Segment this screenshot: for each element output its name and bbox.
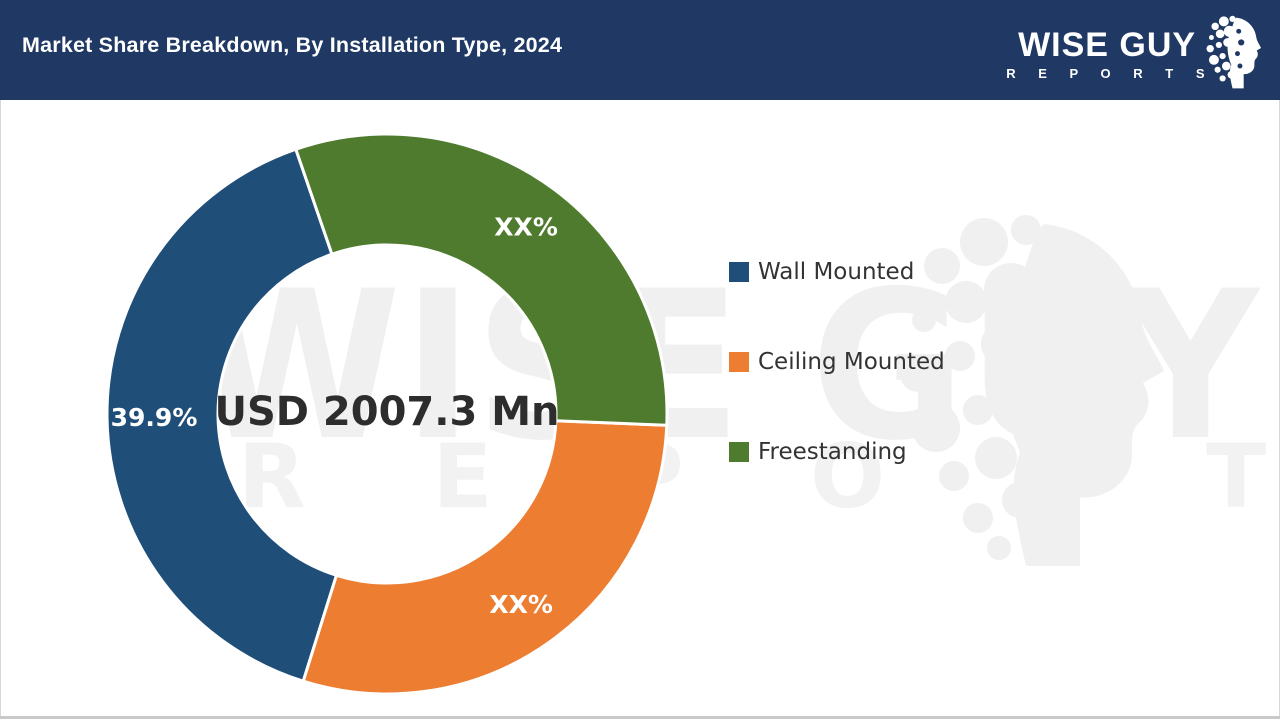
legend-swatch [729,352,749,372]
page-border-left [0,100,1,716]
brand-logo: WISE GUY R E P O R T S [1000,12,1266,94]
legend-label: Ceiling Mounted [758,349,945,375]
chart-legend: Wall Mounted Ceiling Mounted Freestanding [729,252,945,522]
segment-value-label: XX% [494,213,558,242]
logo-subtitle: R E P O R T S [1006,65,1214,81]
legend-item-wall-mounted: Wall Mounted [729,252,945,292]
page-border-bottom [0,716,1280,719]
header-bar: Market Share Breakdown, By Installation … [0,0,1280,100]
legend-item-ceiling-mounted: Ceiling Mounted [729,342,945,382]
donut-chart: 39.9% XX% XX% [105,132,669,696]
donut-segment-freestanding [294,132,669,427]
logo-wordmark: WISE GUY [1018,25,1197,64]
page-title: Market Share Breakdown, By Installation … [22,33,563,57]
legend-swatch [729,262,749,282]
legend-label: Freestanding [758,439,907,465]
segment-value-label: 39.9% [111,403,198,432]
donut-segment-ceiling-mounted [301,419,669,696]
legend-item-freestanding: Freestanding [729,432,945,472]
donut-segment-wall-mounted [105,147,338,683]
legend-swatch [729,442,749,462]
chart-center-value: USD 2007.3 Mn [214,389,560,435]
watermark-face-icon [900,215,1164,566]
legend-label: Wall Mounted [758,259,915,285]
logo-face-icon [1206,15,1262,89]
segment-value-label: XX% [489,590,553,619]
